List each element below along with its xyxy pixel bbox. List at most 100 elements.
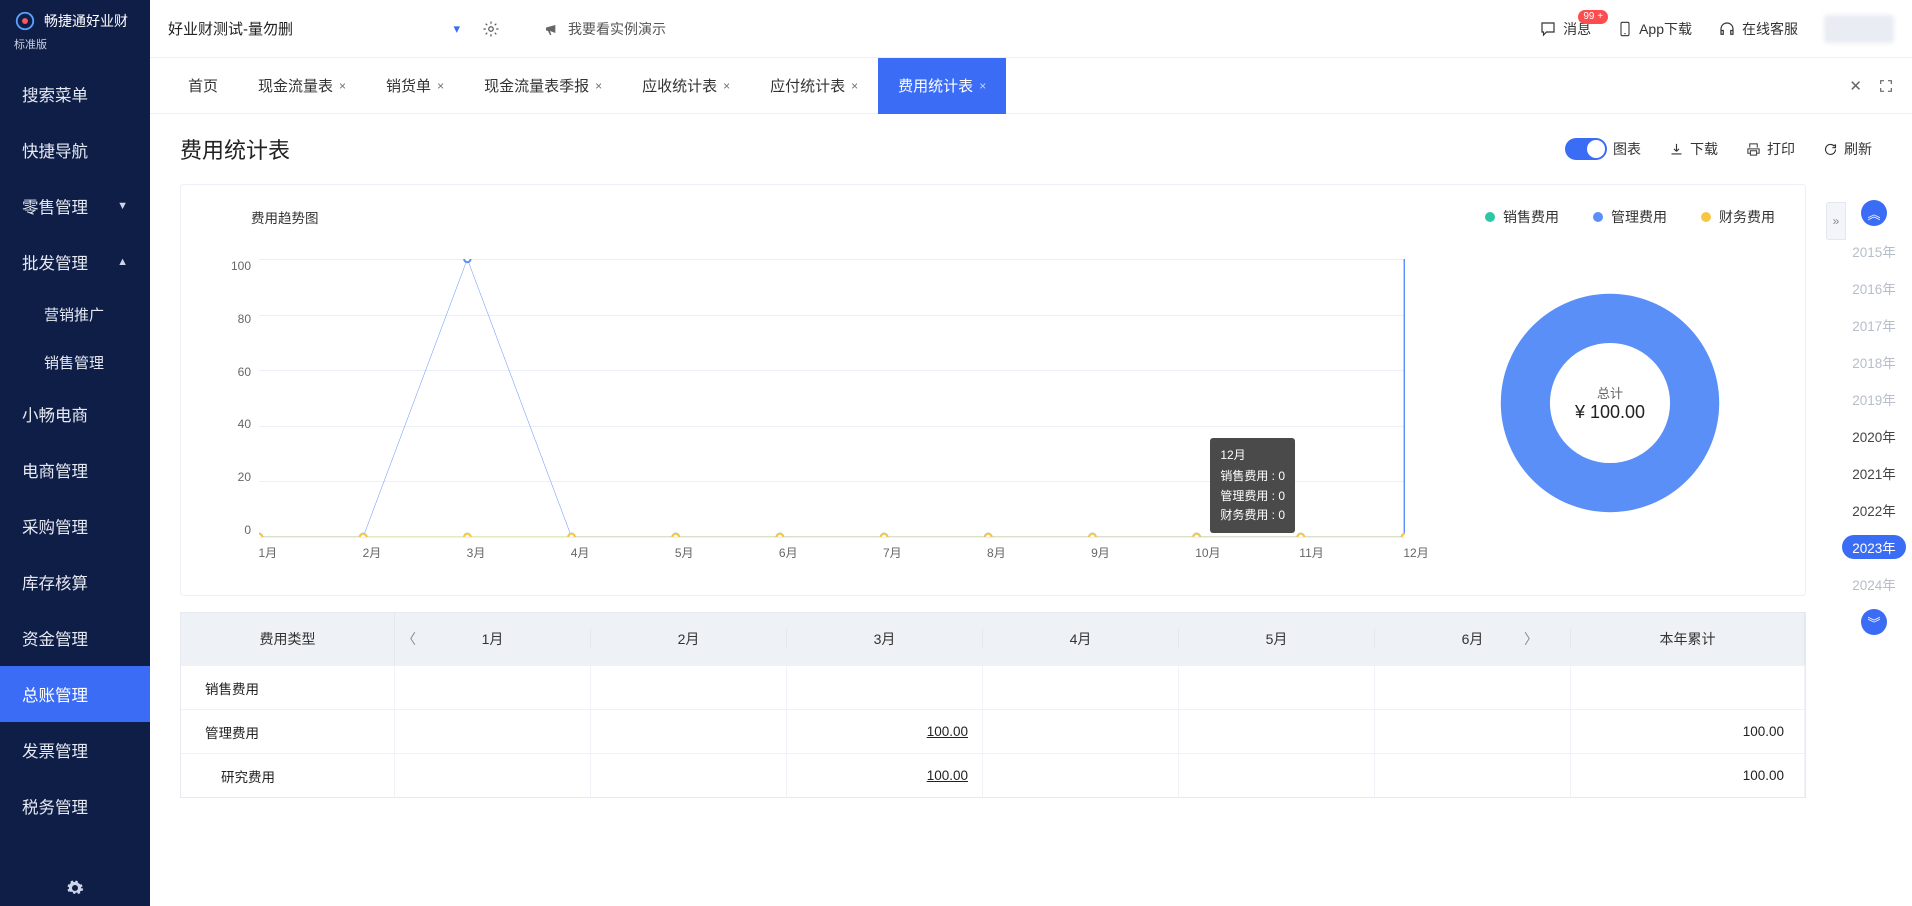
year-option[interactable]: 2023年 — [1842, 535, 1906, 559]
page-title: 费用统计表 — [180, 133, 290, 165]
tab-close-icon[interactable]: × — [851, 79, 858, 93]
year-option[interactable]: 2018年 — [1842, 350, 1906, 374]
user-avatar[interactable] — [1824, 15, 1894, 43]
tab[interactable]: 现金流量表× — [238, 58, 366, 114]
chart-toggle-label: 图表 — [1613, 139, 1641, 159]
download-label: 下载 — [1690, 139, 1718, 159]
sidebar-item[interactable]: 总账管理 — [0, 666, 150, 722]
chart-legend: 销售费用 管理费用 财务费用 — [1485, 207, 1775, 227]
gear-icon — [66, 879, 84, 897]
chat-icon — [1539, 20, 1557, 38]
sidebar-item[interactable]: 电商管理 — [0, 442, 150, 498]
tab-close-icon[interactable]: × — [339, 79, 346, 93]
year-rail-up[interactable]: ︽ — [1861, 200, 1887, 226]
sidebar-settings-button[interactable] — [0, 870, 150, 906]
cell — [787, 666, 983, 709]
topbar: 好业财测试-量勿删 ▾ 我要看实例演示 消息 99 + App下载 在线客服 — [150, 0, 1912, 58]
row-total — [1571, 666, 1805, 709]
donut-chart: 总计 ¥ 100.00 — [1445, 233, 1775, 573]
year-option[interactable]: 2021年 — [1842, 461, 1906, 485]
tab-close-icon[interactable]: × — [595, 79, 602, 93]
legend-item[interactable]: 销售费用 — [1485, 207, 1559, 227]
table-row: 管理费用100.00100.00 — [181, 709, 1805, 753]
tab[interactable]: 首页 — [168, 58, 238, 114]
sidebar-item[interactable]: 小畅电商 — [0, 386, 150, 442]
table-scroll-right[interactable]: 〉 — [1517, 613, 1545, 665]
table-scroll-left[interactable]: 〈 — [395, 613, 423, 665]
sidebar-item[interactable]: 资金管理 — [0, 610, 150, 666]
brand-edition: 标准版 — [0, 36, 150, 60]
demo-link[interactable]: 我要看实例演示 — [544, 19, 666, 39]
year-option[interactable]: 2020年 — [1842, 424, 1906, 448]
chart-plot-area: 12月销售费用 : 0管理费用 : 0财务费用 : 0 — [259, 259, 1405, 537]
line-chart: 100806040200 12月销售费用 : 0管理费用 : 0财务费用 : 0… — [211, 233, 1405, 573]
year-option[interactable]: 2022年 — [1842, 498, 1906, 522]
content-area: 费用趋势图 销售费用管理费用财务费用 100806040200 12月销售费用 … — [150, 184, 1836, 906]
print-button[interactable]: 打印 — [1746, 139, 1795, 159]
year-option[interactable]: 2015年 — [1842, 239, 1906, 263]
messages-button[interactable]: 消息 99 + — [1539, 19, 1591, 39]
tab[interactable]: 应收统计表× — [622, 58, 750, 114]
tab[interactable]: 费用统计表× — [878, 58, 1006, 114]
tab[interactable]: 现金流量表季报× — [464, 58, 622, 114]
sidebar-item[interactable]: 零售管理▼ — [0, 178, 150, 234]
row-total: 100.00 — [1571, 710, 1805, 753]
col-header-month: 4月 — [983, 629, 1179, 649]
cell[interactable]: 100.00 — [787, 754, 983, 797]
year-rail-down[interactable]: ︾ — [1861, 609, 1887, 635]
customer-service-button[interactable]: 在线客服 — [1718, 19, 1798, 39]
sidebar-item[interactable]: 采购管理 — [0, 498, 150, 554]
sidebar-item[interactable]: 发票管理 — [0, 722, 150, 778]
demo-label: 我要看实例演示 — [568, 19, 666, 39]
refresh-icon — [1823, 142, 1838, 157]
row-total: 100.00 — [1571, 754, 1805, 797]
close-all-tabs-button[interactable]: ✕ — [1849, 77, 1862, 95]
row-label: 研究费用 — [181, 754, 395, 797]
download-button[interactable]: 下载 — [1669, 139, 1718, 159]
fullscreen-button[interactable] — [1878, 78, 1894, 94]
cell — [983, 710, 1179, 753]
sidebar-item[interactable]: 批发管理▲ — [0, 234, 150, 290]
customer-service-label: 在线客服 — [1742, 19, 1798, 39]
tab-close-icon[interactable]: × — [723, 79, 730, 93]
table-row: 销售费用 — [181, 665, 1805, 709]
sidebar-item[interactable]: 税务管理 — [0, 778, 150, 834]
legend-item[interactable]: 财务费用 — [1701, 207, 1775, 227]
org-selector[interactable]: 好业财测试-量勿删 ▾ — [168, 18, 468, 39]
tab-close-icon[interactable]: × — [979, 79, 986, 93]
sidebar-item[interactable]: 快捷导航 — [0, 122, 150, 178]
year-option[interactable]: 2017年 — [1842, 313, 1906, 337]
cell — [1179, 710, 1375, 753]
sidebar-item[interactable]: 搜索菜单 — [0, 66, 150, 122]
print-label: 打印 — [1767, 139, 1795, 159]
chart-toggle[interactable]: 图表 — [1565, 138, 1641, 160]
sidebar-item[interactable]: 库存核算 — [0, 554, 150, 610]
donut-center: 总计 ¥ 100.00 — [1575, 383, 1645, 423]
print-icon — [1746, 142, 1761, 157]
cell — [591, 666, 787, 709]
tab[interactable]: 应付统计表× — [750, 58, 878, 114]
legend-item[interactable]: 管理费用 — [1593, 207, 1667, 227]
col-header-month: 5月 — [1179, 629, 1375, 649]
cell — [591, 710, 787, 753]
tab-close-icon[interactable]: × — [437, 79, 444, 93]
page-header: 费用统计表 图表 下载 打印 刷新 — [150, 114, 1912, 184]
x-axis-ticks: 1月2月3月4月5月6月7月8月9月10月11月12月 — [259, 544, 1405, 561]
table-header: 费用类型 〈 1月2月3月4月5月6月 〉 本年累计 — [181, 613, 1805, 665]
year-option[interactable]: 2019年 — [1842, 387, 1906, 411]
org-settings-button[interactable] — [482, 20, 500, 38]
cell — [1375, 710, 1571, 753]
sidebar-subitem[interactable]: 营销推广 — [0, 290, 150, 338]
year-option[interactable]: 2024年 — [1842, 572, 1906, 596]
sidebar-subitem[interactable]: 销售管理 — [0, 338, 150, 386]
refresh-button[interactable]: 刷新 — [1823, 139, 1872, 159]
cell — [591, 754, 787, 797]
download-icon — [1669, 142, 1684, 157]
chart-card: 费用趋势图 销售费用管理费用财务费用 100806040200 12月销售费用 … — [180, 184, 1806, 596]
app-download-button[interactable]: App下载 — [1617, 19, 1692, 39]
cell[interactable]: 100.00 — [787, 710, 983, 753]
donut-center-label: 总计 — [1575, 383, 1645, 402]
year-option[interactable]: 2016年 — [1842, 276, 1906, 300]
tab[interactable]: 销货单× — [366, 58, 464, 114]
megaphone-icon — [544, 21, 560, 37]
